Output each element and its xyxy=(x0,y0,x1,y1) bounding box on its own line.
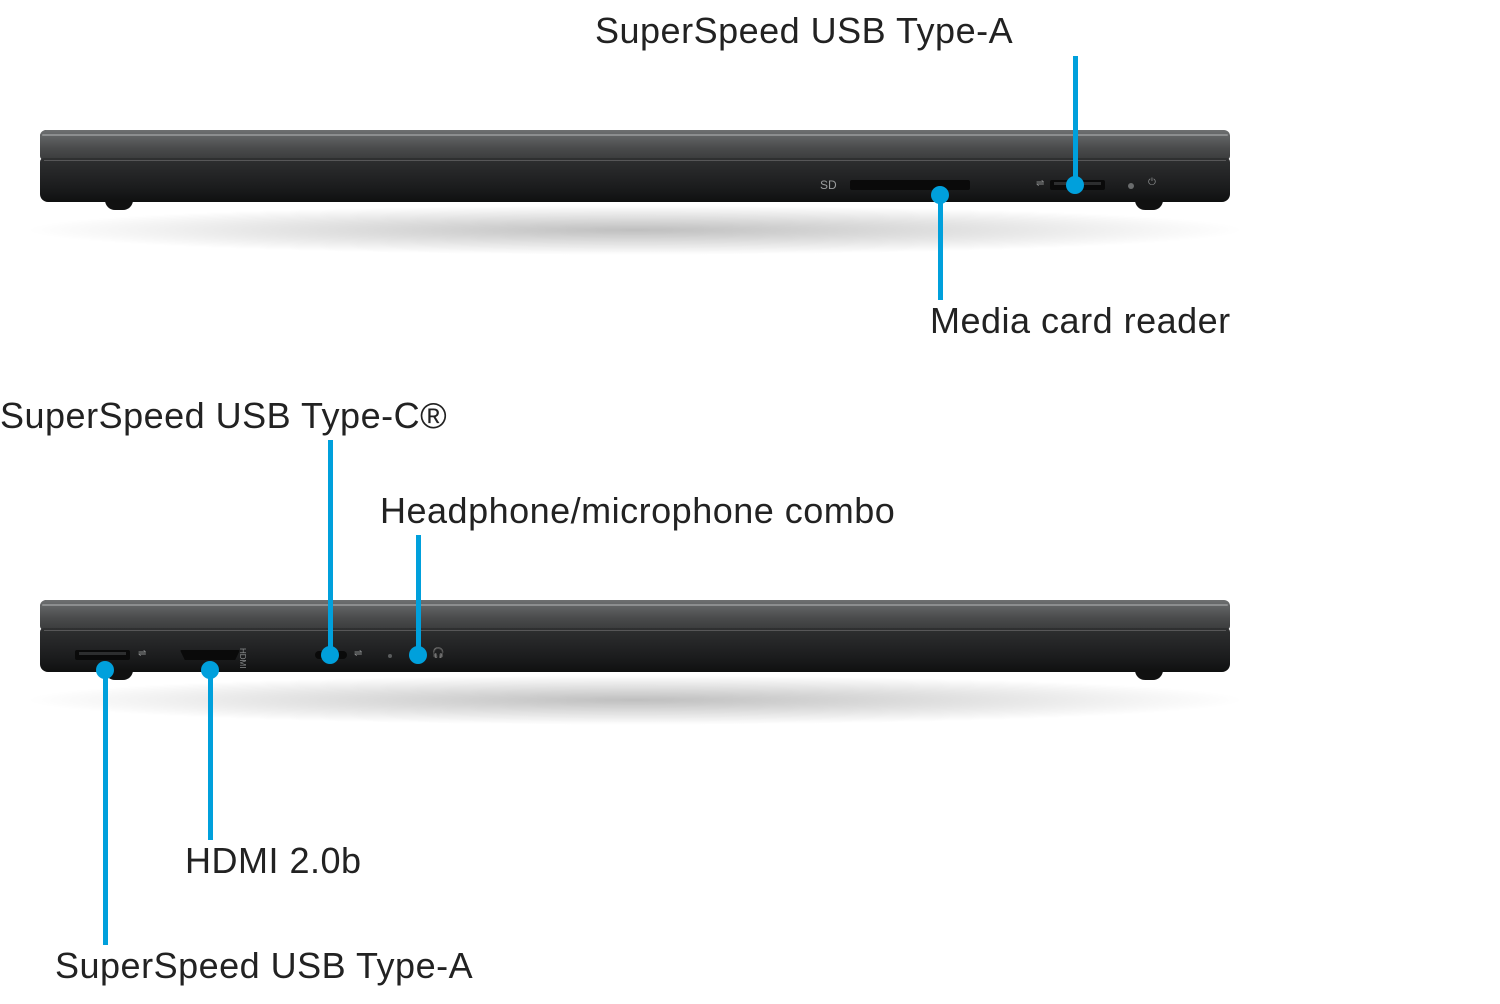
usb-ss-icon-2: ⇌ xyxy=(138,648,146,659)
headphone-icon: 🎧 xyxy=(432,648,444,659)
label-usb-c: SuperSpeed USB Type-C® xyxy=(0,395,447,437)
power-icon: ⏻ xyxy=(1148,177,1156,188)
callout-dot xyxy=(1066,176,1084,194)
hdmi-port xyxy=(180,650,240,660)
callout-line xyxy=(328,440,333,655)
label-usb-a-top: SuperSpeed USB Type-A xyxy=(595,10,1013,52)
callout-dot xyxy=(931,186,949,204)
usb-ss-icon: ⇌ xyxy=(1036,178,1044,189)
shadow-bottom xyxy=(20,675,1250,725)
label-audio: Headphone/microphone combo xyxy=(380,490,895,532)
power-led xyxy=(1128,183,1134,189)
label-hdmi: HDMI 2.0b xyxy=(185,840,362,882)
shadow-top xyxy=(20,205,1250,255)
sd-card-slot xyxy=(850,180,970,190)
pinhole xyxy=(388,654,392,658)
hdmi-icon: HDMI xyxy=(238,648,247,668)
port-diagram: SD ⇌ ⏻ ⇌ HDMI ⇌ 🎧 SuperSpeed USB Type-A … xyxy=(0,0,1500,1004)
callout-line xyxy=(208,670,213,840)
label-media-card: Media card reader xyxy=(930,300,1231,342)
sd-label-icon: SD xyxy=(820,178,837,192)
callout-dot xyxy=(201,661,219,679)
callout-line xyxy=(103,670,108,945)
callout-dot xyxy=(409,646,427,664)
usb-a-port-left xyxy=(75,650,130,660)
callout-dot xyxy=(96,661,114,679)
usb-c-icon: ⇌ xyxy=(354,648,362,659)
callout-line xyxy=(1073,56,1078,185)
callout-line xyxy=(416,535,421,655)
callout-line xyxy=(938,195,943,300)
callout-dot xyxy=(321,646,339,664)
label-usb-a-bottom: SuperSpeed USB Type-A xyxy=(55,945,473,987)
